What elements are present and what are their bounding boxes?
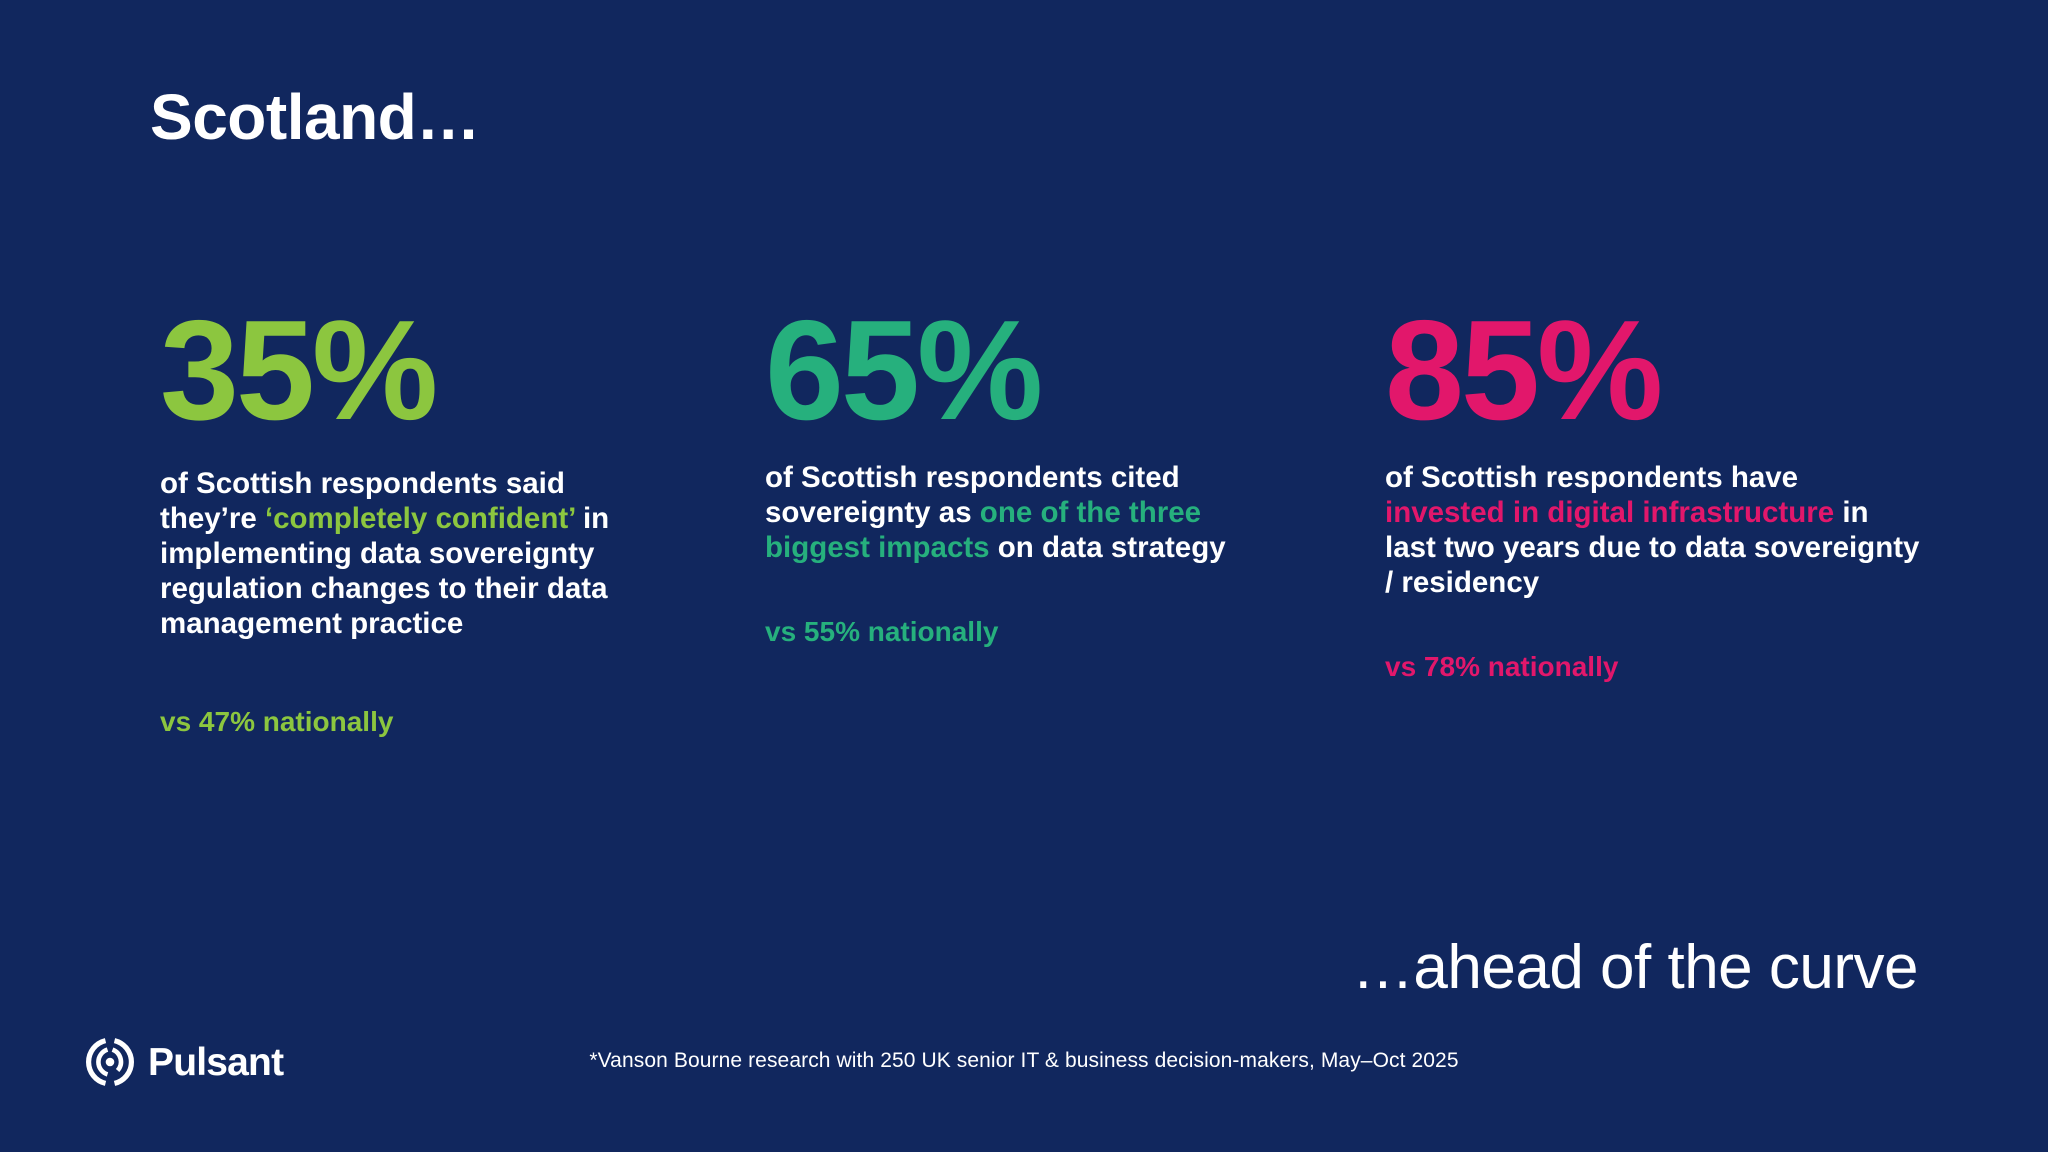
stat-number-3: 85%: [1385, 291, 1663, 450]
stat-comparison-2: vs 55% nationally: [765, 616, 999, 648]
stat-block-3: 85% of Scottish respondents have investe…: [1385, 300, 1925, 684]
stat-body-1-segment-3: in implementing data sovereignty regulat…: [160, 502, 610, 641]
stat-body-2-highlight: one of the three biggest impacts: [765, 496, 1202, 565]
stat-comparison-3: vs 78% nationally: [1385, 651, 1619, 683]
stat-body-3-highlight: invested in digital infrastructure: [1385, 496, 1835, 530]
stat-body-2-segment-1: of Scottish respondents cited sovereignt…: [765, 461, 1180, 530]
stat-number-2: 65%: [765, 291, 1043, 450]
stat-block-2: 65% of Scottish respondents cited sovere…: [765, 300, 1285, 649]
stat-body-1-segment-1: of Scottish respondents said they’re: [160, 467, 565, 536]
stat-body-3-segment-3: in last two years due to data sovereignt…: [1385, 496, 1920, 600]
stat-body-3-segment-1: of Scottish respondents have: [1385, 461, 1799, 494]
stat-block-1: 35% of Scottish respondents said they’re…: [160, 300, 660, 739]
brand-logo: Pulsant: [84, 1034, 284, 1090]
stat-comparison-1: vs 47% nationally: [160, 706, 394, 738]
slide-kicker: …ahead of the curve: [1351, 933, 1919, 1002]
stat-body-2: of Scottish respondents cited sovereignt…: [765, 460, 1285, 565]
stat-number-1: 35%: [160, 291, 438, 450]
stat-body-3: of Scottish respondents have invested in…: [1385, 460, 1925, 600]
pulsant-sonar-icon: [84, 1036, 136, 1088]
stat-body-2-segment-3: on data strategy: [989, 531, 1226, 565]
source-footnote: *Vanson Bourne research with 250 UK seni…: [589, 1049, 1459, 1072]
stat-body-1-highlight: ‘completely confident’: [264, 502, 575, 536]
stat-body-1: of Scottish respondents said they’re ‘co…: [160, 466, 660, 641]
brand-wordmark: Pulsant: [148, 1040, 284, 1084]
page-title: Scotland…: [150, 81, 480, 153]
statistics-row: 35% of Scottish respondents said they’re…: [0, 300, 2048, 900]
